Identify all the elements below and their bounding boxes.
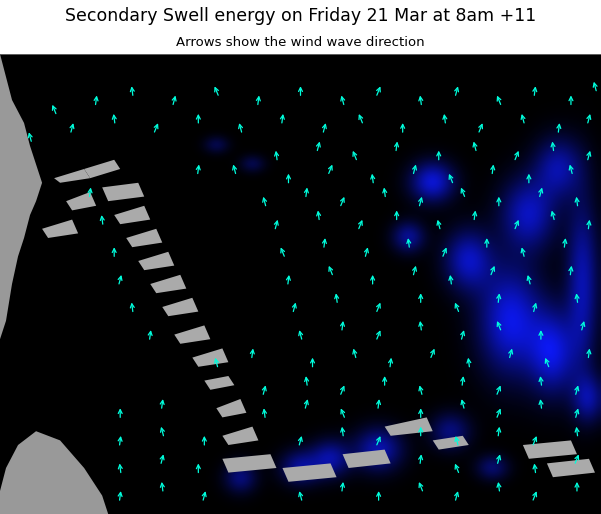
Text: Arrows show the wind wave direction: Arrows show the wind wave direction	[176, 35, 425, 49]
Polygon shape	[547, 459, 595, 477]
Polygon shape	[174, 325, 210, 344]
Polygon shape	[102, 183, 144, 201]
Polygon shape	[222, 427, 258, 445]
Polygon shape	[282, 464, 337, 482]
Polygon shape	[126, 229, 162, 247]
Polygon shape	[114, 206, 150, 224]
Polygon shape	[162, 298, 198, 316]
Polygon shape	[66, 192, 96, 210]
Polygon shape	[433, 436, 469, 450]
Polygon shape	[54, 169, 90, 183]
Polygon shape	[0, 431, 108, 514]
Polygon shape	[84, 160, 120, 178]
Polygon shape	[42, 219, 78, 238]
Polygon shape	[0, 54, 42, 514]
Polygon shape	[192, 348, 228, 367]
Polygon shape	[523, 440, 577, 459]
Text: Secondary Swell energy on Friday 21 Mar at 8am +11: Secondary Swell energy on Friday 21 Mar …	[65, 7, 536, 25]
Polygon shape	[204, 376, 234, 390]
Polygon shape	[385, 417, 433, 436]
Polygon shape	[343, 450, 391, 468]
Polygon shape	[150, 275, 186, 293]
Polygon shape	[216, 399, 246, 417]
Polygon shape	[138, 252, 174, 270]
Polygon shape	[222, 454, 276, 472]
